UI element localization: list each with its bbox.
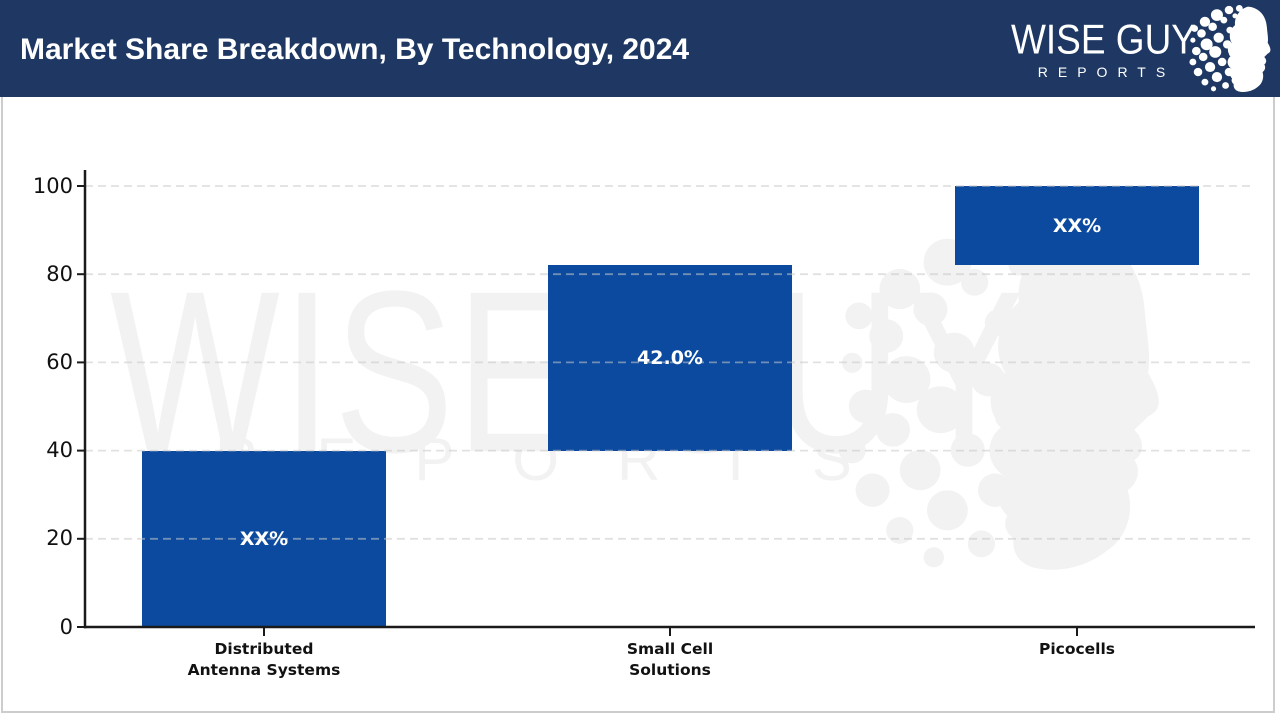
bar-segment <box>955 186 1199 266</box>
header-bar: Market Share Breakdown, By Technology, 2… <box>0 0 1280 97</box>
bar-segment <box>548 265 792 451</box>
canvas-frame-border <box>1 97 1275 713</box>
logo-subtitle: REPORTS <box>1037 63 1176 80</box>
bar-segment <box>142 450 386 627</box>
wiseguy-logo: WISE GUY REPORTS <box>1011 5 1272 93</box>
wiseguy-head-icon <box>1189 5 1271 92</box>
logo-text: WISE GUY REPORTS <box>1010 15 1196 80</box>
page-title: Market Share Breakdown, By Technology, 2… <box>20 33 690 66</box>
logo-wordmark: WISE GUY <box>1010 15 1196 62</box>
